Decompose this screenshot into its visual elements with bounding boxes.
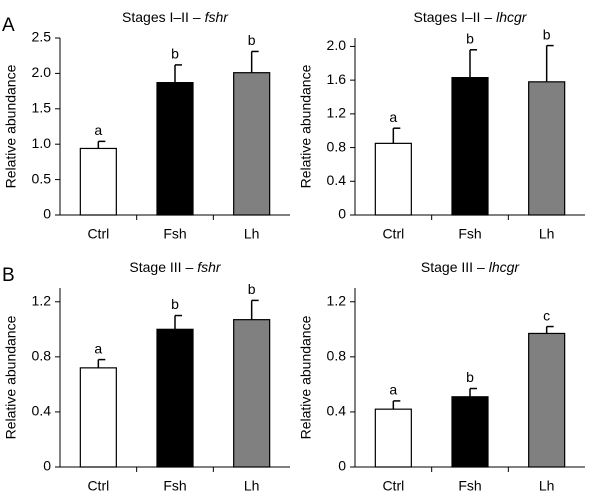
significance-label: b (543, 26, 551, 42)
chart-title: Stages I–II – fshr (122, 9, 229, 25)
bar (374, 142, 412, 216)
y-tick-label: 0.5 (32, 170, 52, 186)
y-tick-label: 0 (338, 458, 346, 474)
y-tick-label: 1.5 (32, 100, 52, 116)
bar (374, 408, 412, 468)
significance-label: b (466, 369, 474, 385)
bar (79, 367, 117, 468)
x-tick-label: Ctrl (382, 478, 404, 494)
bar (451, 396, 489, 468)
x-tick-label: Fsh (163, 478, 186, 494)
y-tick-label: 0 (338, 206, 346, 222)
y-tick-label: 2.5 (32, 29, 52, 45)
title-text: Stage III – (129, 259, 193, 275)
x-tick-label: Lh (244, 226, 260, 242)
title-gene: fshr (205, 9, 230, 25)
bar (156, 82, 194, 216)
x-tick-label: Ctrl (87, 226, 109, 242)
y-tick-label: 0 (43, 458, 51, 474)
y-axis-label: Relative abundance (298, 315, 314, 439)
bar (233, 319, 271, 468)
chart-title: Stage III – fshr (129, 259, 222, 275)
x-tick-label: Lh (539, 478, 555, 494)
y-tick-label: 1.2 (327, 292, 347, 308)
y-tick-label: 0.4 (327, 403, 347, 419)
y-tick-label: 0 (43, 206, 51, 222)
panel-label: B (2, 265, 15, 286)
significance-label: a (389, 382, 397, 398)
chart-title: Stage III – lhcgr (421, 259, 521, 275)
significance-label: b (466, 31, 474, 47)
y-tick-label: 1.2 (327, 105, 347, 121)
bar (233, 72, 271, 216)
y-tick-label: 2.0 (32, 64, 52, 80)
significance-label: c (543, 307, 550, 323)
y-tick-label: 1.0 (32, 135, 52, 151)
y-tick-label: 0.8 (32, 348, 52, 364)
y-tick-label: 2.0 (327, 37, 347, 53)
x-tick-label: Ctrl (87, 478, 109, 494)
title-gene: fshr (197, 259, 222, 275)
x-tick-label: Fsh (458, 478, 481, 494)
significance-label: a (389, 109, 397, 125)
bar (156, 328, 194, 468)
panel-label: A (2, 15, 15, 36)
y-tick-label: 1.6 (327, 71, 347, 87)
x-tick-label: Fsh (163, 226, 186, 242)
bar (528, 81, 566, 216)
y-axis-label: Relative abundance (3, 315, 19, 439)
y-tick-label: 1.2 (32, 292, 52, 308)
significance-label: a (94, 340, 102, 356)
y-tick-label: 0.8 (327, 348, 347, 364)
y-axis-label: Relative abundance (3, 64, 19, 188)
significance-label: b (171, 46, 179, 62)
title-gene: lhcgr (489, 259, 521, 275)
y-tick-label: 0.8 (327, 138, 347, 154)
bar (451, 77, 489, 216)
significance-label: b (171, 296, 179, 312)
title-text: Stages I–II – (414, 9, 493, 25)
y-axis-label: Relative abundance (298, 64, 314, 188)
bar (79, 147, 117, 216)
title-text: Stage III – (421, 259, 485, 275)
x-tick-label: Lh (244, 478, 260, 494)
significance-label: b (248, 32, 256, 48)
y-tick-label: 0.4 (327, 172, 347, 188)
significance-label: b (248, 281, 256, 297)
significance-label: a (94, 122, 102, 138)
title-gene: lhcgr (496, 9, 528, 25)
x-tick-label: Lh (539, 226, 555, 242)
bar (528, 332, 566, 468)
x-tick-label: Fsh (458, 226, 481, 242)
title-text: Stages I–II – (122, 9, 201, 25)
y-tick-label: 0.4 (32, 403, 52, 419)
chart-title: Stages I–II – lhcgr (414, 9, 528, 25)
x-tick-label: Ctrl (382, 226, 404, 242)
